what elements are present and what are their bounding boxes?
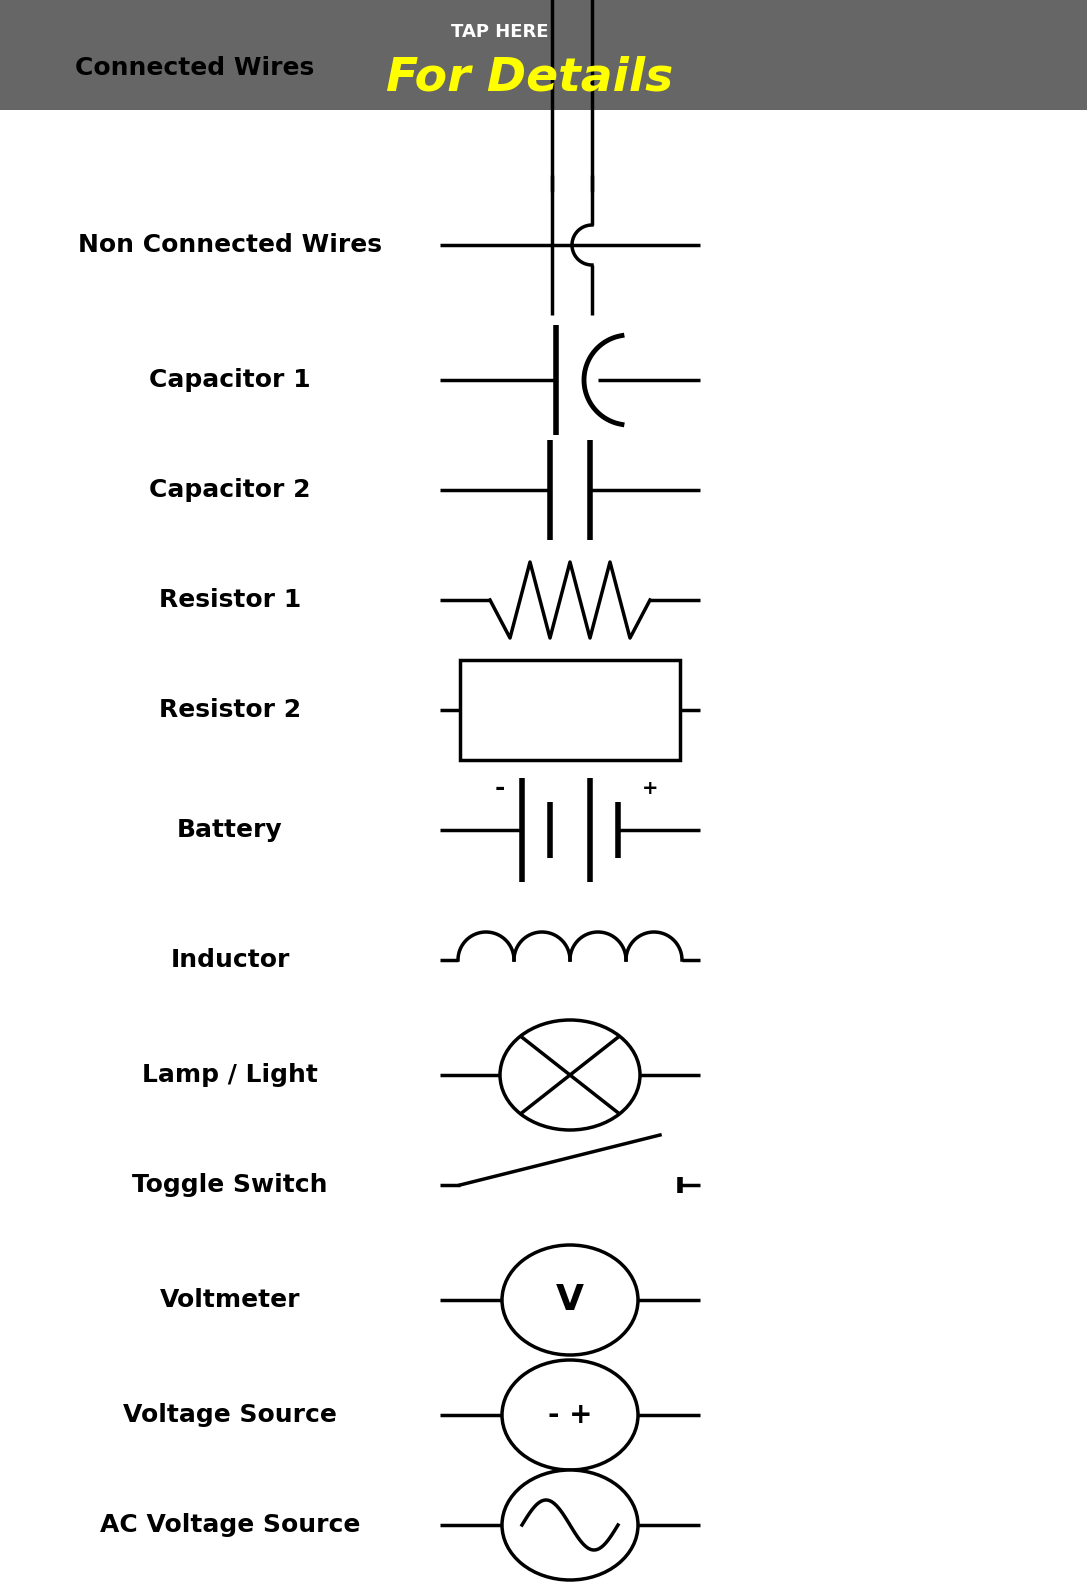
Ellipse shape	[502, 1470, 638, 1579]
Text: Inductor: Inductor	[171, 949, 290, 972]
Text: Battery: Battery	[177, 818, 283, 842]
Text: Resistor 1: Resistor 1	[159, 588, 301, 612]
Text: +: +	[641, 779, 659, 798]
Text: Lamp / Light: Lamp / Light	[142, 1063, 317, 1087]
Text: Resistor 2: Resistor 2	[159, 698, 301, 721]
Text: TAP HERE: TAP HERE	[451, 22, 549, 41]
Bar	[0, 0, 1087, 110]
Text: Capacitor 1: Capacitor 1	[149, 369, 311, 392]
Ellipse shape	[502, 1360, 638, 1470]
Text: Toggle Switch: Toggle Switch	[133, 1173, 328, 1197]
Bar	[460, 659, 680, 760]
Text: Voltmeter: Voltmeter	[160, 1289, 300, 1313]
Ellipse shape	[502, 1246, 638, 1355]
Text: Voltage Source: Voltage Source	[123, 1403, 337, 1427]
Text: For Details: For Details	[386, 56, 674, 100]
Ellipse shape	[500, 1020, 640, 1130]
Text: Connected Wires: Connected Wires	[75, 56, 314, 79]
Text: V: V	[555, 1282, 584, 1317]
Text: Non Connected Wires: Non Connected Wires	[78, 234, 382, 257]
Text: -: -	[495, 775, 505, 799]
Text: Capacitor 2: Capacitor 2	[149, 478, 311, 502]
Text: AC Voltage Source: AC Voltage Source	[100, 1513, 360, 1537]
Text: - +: - +	[548, 1401, 592, 1429]
